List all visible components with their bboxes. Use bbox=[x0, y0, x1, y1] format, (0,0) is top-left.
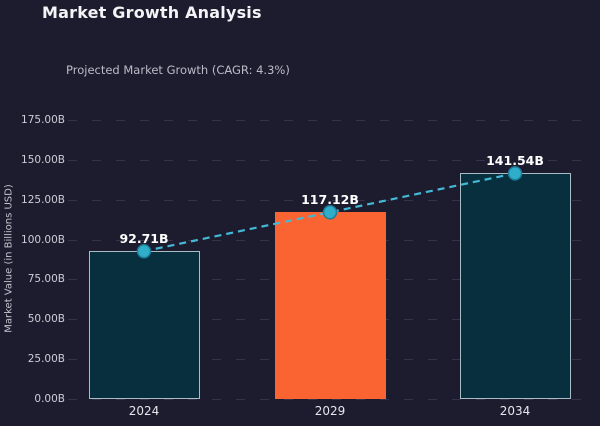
value-label-2034: 141.54B bbox=[486, 153, 544, 169]
y-axis-tick-label: 150.00B bbox=[21, 153, 65, 166]
y-axis-tick-label: 75.00B bbox=[27, 273, 65, 286]
y-axis-tick-label: 25.00B bbox=[27, 353, 65, 366]
chart-subtitle: Projected Market Growth (CAGR: 4.3%) bbox=[66, 63, 290, 77]
bar-2029 bbox=[274, 212, 386, 399]
y-axis-tick-label: 0.00B bbox=[34, 393, 65, 405]
y-axis-tick-label: 100.00B bbox=[21, 233, 65, 246]
gridline bbox=[68, 120, 592, 121]
bar-2034 bbox=[459, 173, 571, 399]
y-axis-tick-label: 175.00B bbox=[21, 114, 65, 126]
value-label-2024: 92.71B bbox=[119, 231, 169, 247]
gridline bbox=[68, 159, 592, 161]
x-axis-tick-label-2029: 2029 bbox=[314, 404, 346, 418]
bar-2024 bbox=[88, 251, 200, 399]
x-axis-tick-label-2034: 2034 bbox=[499, 404, 531, 418]
y-axis-tick-label: 50.00B bbox=[27, 313, 65, 326]
gridline bbox=[68, 399, 592, 400]
value-label-2029: 117.12B bbox=[301, 192, 359, 208]
x-axis-tick-label-2024: 2024 bbox=[128, 404, 160, 418]
chart-title: Market Growth Analysis bbox=[42, 3, 262, 22]
y-axis-tick-label: 125.00B bbox=[21, 193, 65, 206]
